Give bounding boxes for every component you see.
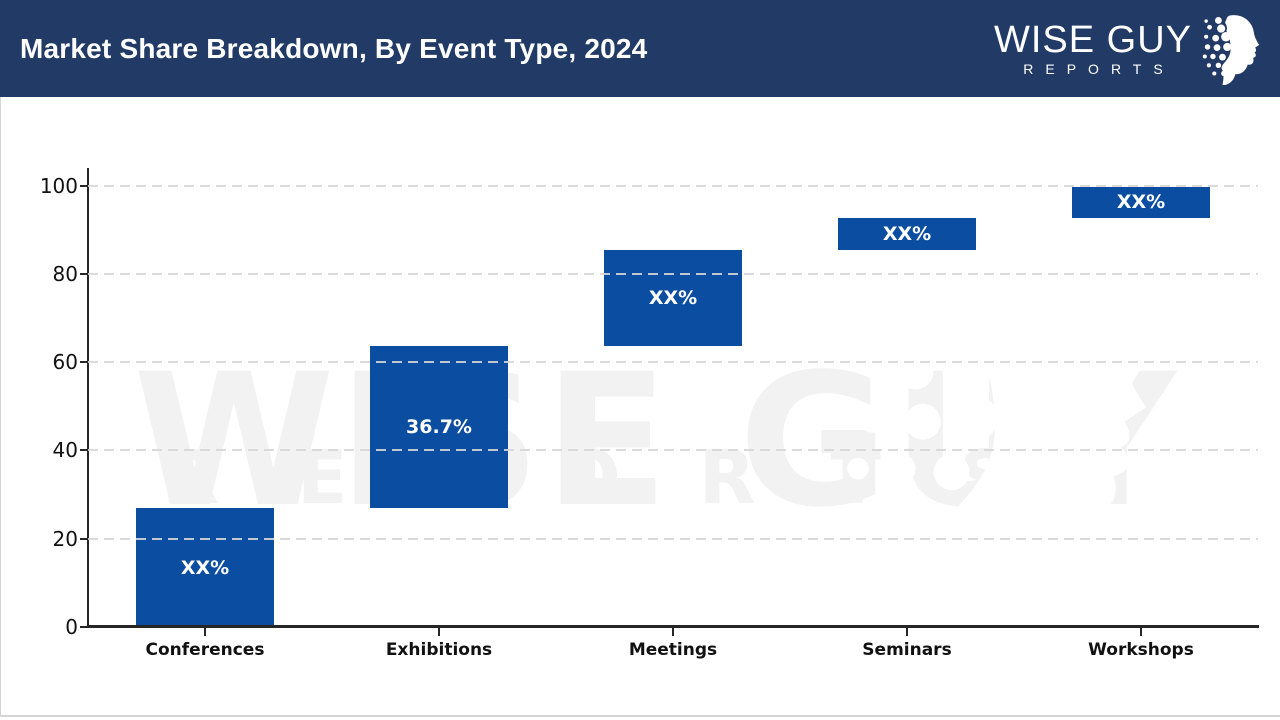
bar-value-label-conferences: XX% [180,556,230,579]
y-tick-40 [80,449,88,452]
logo-text: WISE GUY REPORTS [994,21,1192,76]
wiseguy-logo: WISE GUY REPORTS [994,8,1280,90]
y-tick-60 [80,361,88,364]
y-tick-80 [80,272,88,275]
x-tick-label-seminars: Seminars [862,640,952,660]
bar-value-label-seminars: XX% [882,223,932,246]
x-tick-label-conferences: Conferences [145,640,265,660]
header-bar: Market Share Breakdown, By Event Type, 2… [0,0,1280,97]
gridline-80 [88,272,1258,275]
window-bottom-border [0,715,1280,717]
y-tick-label-20: 20 [52,526,78,551]
x-axis-spine [87,625,1259,628]
y-tick-label-0: 0 [65,615,78,639]
gridline-40 [88,449,1258,452]
bar-value-label-meetings: XX% [648,287,698,310]
x-tick-seminars [906,628,908,636]
bar-exhibitions: 36.7% [370,346,508,509]
y-tick-100 [80,184,88,187]
logo-wordmark: WISE GUY [993,19,1192,61]
gridline-60 [88,361,1258,364]
gridline-20 [88,537,1258,540]
y-axis-spine [87,168,89,627]
wiseguy-head-icon [1202,14,1260,85]
gridline-100 [88,184,1258,187]
bar-value-label-workshops: XX% [1116,191,1166,214]
x-tick-label-exhibitions: Exhibitions [385,640,493,660]
window-left-border [0,97,1,717]
bar-conferences: XX% [136,508,274,627]
y-tick-label-40: 40 [52,438,78,463]
y-tick-20 [80,537,88,540]
x-tick-label-meetings: Meetings [628,640,718,660]
x-tick-meetings [672,628,674,636]
x-tick-conferences [204,628,206,636]
y-tick-label-100: 100 [39,173,78,198]
bar-value-label-exhibitions: 36.7% [406,416,472,439]
x-tick-workshops [1140,628,1142,636]
page-title: Market Share Breakdown, By Event Type, 2… [20,32,648,64]
y-tick-label-80: 80 [52,261,78,286]
bar-seminars: XX% [838,218,976,251]
bar-workshops: XX% [1072,186,1210,219]
x-tick-exhibitions [438,628,440,636]
bar-meetings: XX% [604,250,742,347]
x-tick-label-workshops: Workshops [1088,640,1194,660]
y-tick-label-60: 60 [52,350,78,375]
y-tick-0 [80,626,88,628]
logo-tagline: REPORTS [1023,61,1175,77]
